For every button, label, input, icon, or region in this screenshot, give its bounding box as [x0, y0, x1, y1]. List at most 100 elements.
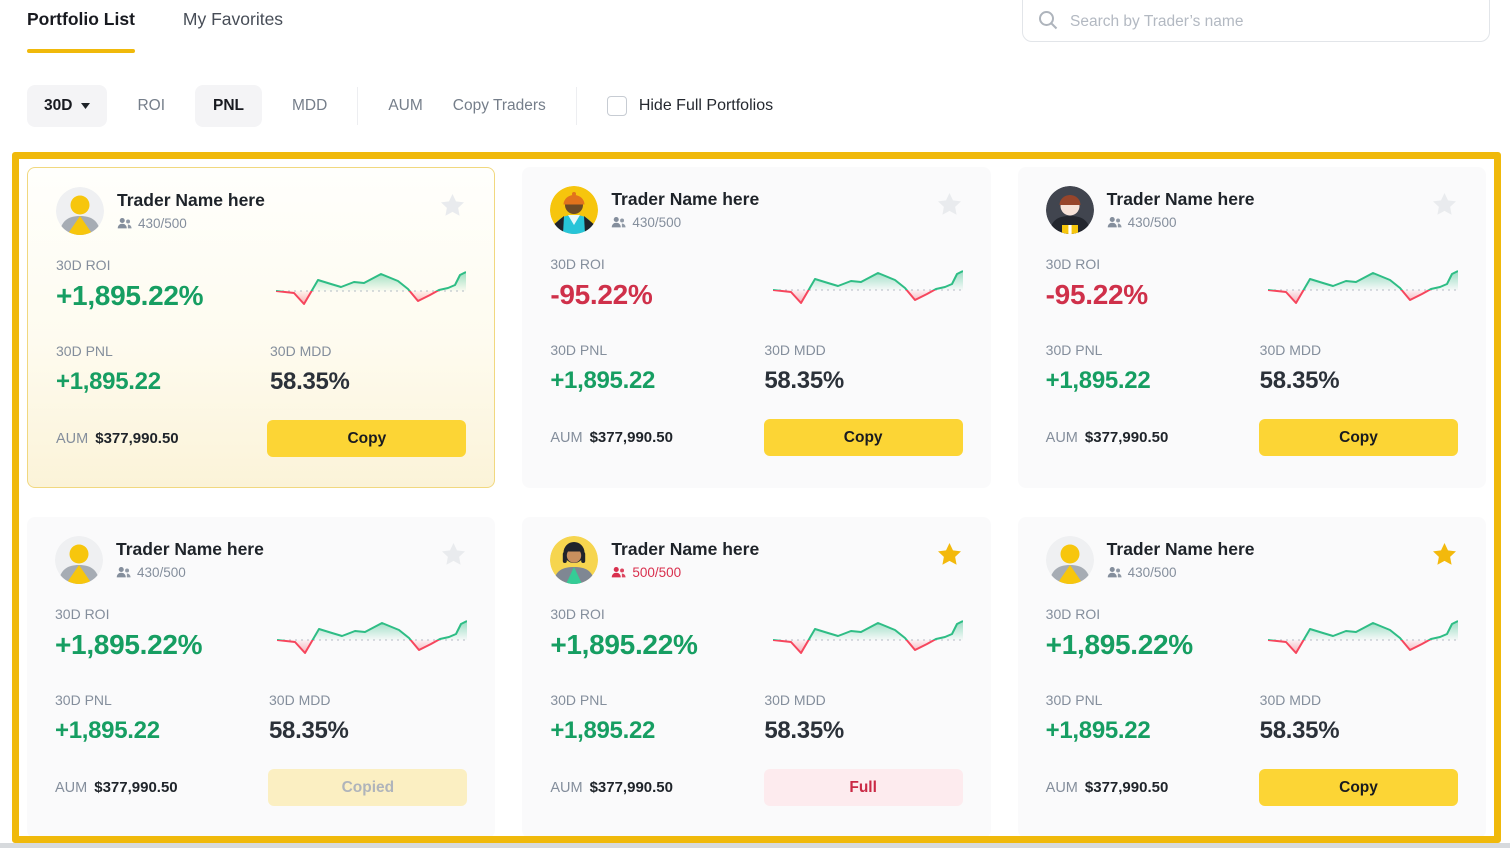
favorite-star-icon[interactable] — [1431, 191, 1458, 218]
aum-label: AUM — [550, 430, 583, 446]
trader-name: Trader Name here — [611, 539, 760, 559]
stats-section: 30D PNL +1,895.22 30D MDD 58.35% — [1046, 342, 1458, 395]
card-header: Trader Name here 430/500 — [550, 186, 962, 234]
stats-section: 30D PNL +1,895.22 30D MDD 58.35% — [550, 342, 962, 395]
mdd-value: 58.35% — [764, 717, 844, 744]
card-header: Trader Name here 430/500 — [55, 536, 467, 584]
aum: AUM $377,990.50 — [55, 779, 178, 796]
tab-my-favorites[interactable]: My Favorites — [182, 9, 284, 29]
trader-card[interactable]: Trader Name here 430/500 30D ROI — [27, 167, 496, 488]
aum-label: AUM — [55, 780, 88, 796]
trader-name: Trader Name here — [1106, 539, 1255, 559]
roi-sparkline-chart — [276, 271, 467, 305]
aum-label: AUM — [1045, 780, 1078, 796]
stats-section: 30D PNL +1,895.22 30D MDD 58.35% — [55, 692, 467, 745]
card-header: Trader Name here 430/500 — [56, 187, 466, 235]
trader-search-box[interactable] — [1022, 0, 1490, 42]
trader-avatar — [550, 536, 599, 584]
mdd-value: 58.35% — [1259, 717, 1340, 744]
pnl-value: +1,895.22 — [55, 717, 160, 744]
search-input[interactable] — [1070, 13, 1475, 31]
aum-value: $377,990.50 — [94, 779, 178, 796]
timeframe-value: 30D — [44, 97, 73, 114]
copiers-count: 430/500 — [1107, 565, 1431, 580]
copiers-value: 430/500 — [632, 215, 682, 230]
stats-section: 30D PNL +1,895.22 30D MDD 58.35% — [1046, 692, 1458, 745]
roi-sparkline-chart — [772, 620, 963, 654]
roi-sparkline-chart — [277, 620, 468, 654]
trader-name: Trader Name here — [1106, 189, 1255, 209]
copied-button[interactable]: Copied — [268, 769, 468, 806]
copiers-value: 430/500 — [1127, 565, 1177, 580]
favorite-star-icon[interactable] — [440, 541, 467, 568]
card-footer: AUM $377,990.50 Copy — [1046, 419, 1458, 456]
sort-option-roi[interactable]: ROI — [137, 97, 165, 114]
pnl-label: 30D PNL — [1045, 342, 1103, 358]
trader-avatar — [55, 536, 103, 584]
favorite-star-icon[interactable] — [936, 191, 963, 218]
copiers-value: 430/500 — [137, 565, 186, 580]
chevron-down-icon — [81, 103, 91, 109]
stats-section: 30D PNL +1,895.22 30D MDD 58.35% — [550, 692, 962, 745]
mdd-label: 30D MDD — [270, 343, 332, 359]
aum-value: $377,990.50 — [1084, 779, 1169, 796]
favorite-star-icon[interactable] — [936, 541, 963, 568]
mdd-label: 30D MDD — [1259, 342, 1322, 358]
favorite-star-icon[interactable] — [1431, 541, 1458, 568]
sort-option-copy-traders[interactable]: Copy Traders — [452, 97, 546, 114]
copiers-count: 430/500 — [117, 216, 439, 231]
copiers-count: 430/500 — [1107, 215, 1431, 230]
roi-value: -95.22% — [550, 279, 653, 310]
pnl-value: +1,895.22 — [550, 717, 656, 744]
trader-info: Trader Name here 430/500 — [1107, 536, 1431, 580]
roi-label: 30D ROI — [55, 606, 110, 622]
full-button[interactable]: Full — [763, 769, 963, 806]
roi-sparkline-chart — [1268, 620, 1458, 654]
sort-option-aum[interactable]: AUM — [388, 97, 423, 114]
trader-card[interactable]: Trader Name here 430/500 30D ROI — [522, 167, 991, 488]
top-tabs: Portfolio List My Favorites — [27, 0, 283, 53]
trader-avatar — [56, 187, 104, 235]
trader-cards-grid: Trader Name here 430/500 30D ROI — [27, 167, 1486, 836]
trader-info: Trader Name here 500/500 — [611, 536, 935, 580]
pnl-value: +1,895.22 — [56, 368, 161, 395]
copiers-icon — [1107, 566, 1122, 578]
favorite-star-icon[interactable] — [439, 192, 466, 219]
copiers-icon — [612, 566, 626, 578]
card-header: Trader Name here 430/500 — [1045, 536, 1458, 584]
copiers-icon — [1107, 216, 1122, 228]
copy-button[interactable]: Copy — [1259, 769, 1458, 806]
copiers-icon — [117, 217, 132, 229]
card-footer: AUM $377,990.50 Copied — [55, 769, 468, 806]
aum-value: $377,990.50 — [1084, 429, 1169, 446]
trader-card[interactable]: Trader Name here 500/500 30D ROI — [522, 517, 991, 836]
filter-divider — [357, 87, 359, 125]
roi-label: 30D ROI — [550, 256, 605, 272]
pnl-label: 30D PNL — [550, 692, 608, 708]
roi-section: 30D ROI -95.22% — [550, 256, 963, 312]
card-header: Trader Name here 500/500 — [550, 536, 962, 584]
aum-label: AUM — [56, 431, 89, 447]
sort-option-pnl[interactable]: PNL — [195, 85, 262, 127]
timeframe-dropdown[interactable]: 30D — [27, 85, 108, 127]
trader-card[interactable]: Trader Name here 430/500 30D ROI — [1017, 517, 1486, 836]
copy-button[interactable]: Copy — [763, 419, 963, 456]
pnl-value: +1,895.22 — [1045, 717, 1151, 744]
trader-card[interactable]: Trader Name here 430/500 30D ROI — [1017, 167, 1486, 488]
copy-button[interactable]: Copy — [1259, 419, 1458, 456]
pnl-label: 30D PNL — [1045, 692, 1103, 708]
filter-bar: 30D ROI PNL MDD AUM Copy Traders Hide Fu… — [27, 85, 773, 127]
sort-option-mdd[interactable]: MDD — [292, 97, 328, 114]
hide-full-checkbox[interactable] — [606, 96, 627, 116]
roi-label: 30D ROI — [1045, 606, 1101, 622]
copiers-count: 500/500 — [611, 565, 935, 580]
roi-value: -95.22% — [1045, 279, 1149, 310]
aum: AUM $377,990.50 — [1046, 779, 1169, 796]
roi-sparkline-chart — [772, 270, 963, 304]
mdd-value: 58.35% — [270, 368, 350, 395]
trader-name: Trader Name here — [611, 189, 760, 209]
copy-button[interactable]: Copy — [267, 420, 467, 457]
aum-label: AUM — [1045, 430, 1078, 446]
tab-portfolio-list[interactable]: Portfolio List — [27, 0, 135, 53]
trader-card[interactable]: Trader Name here 430/500 30D ROI — [27, 517, 496, 836]
